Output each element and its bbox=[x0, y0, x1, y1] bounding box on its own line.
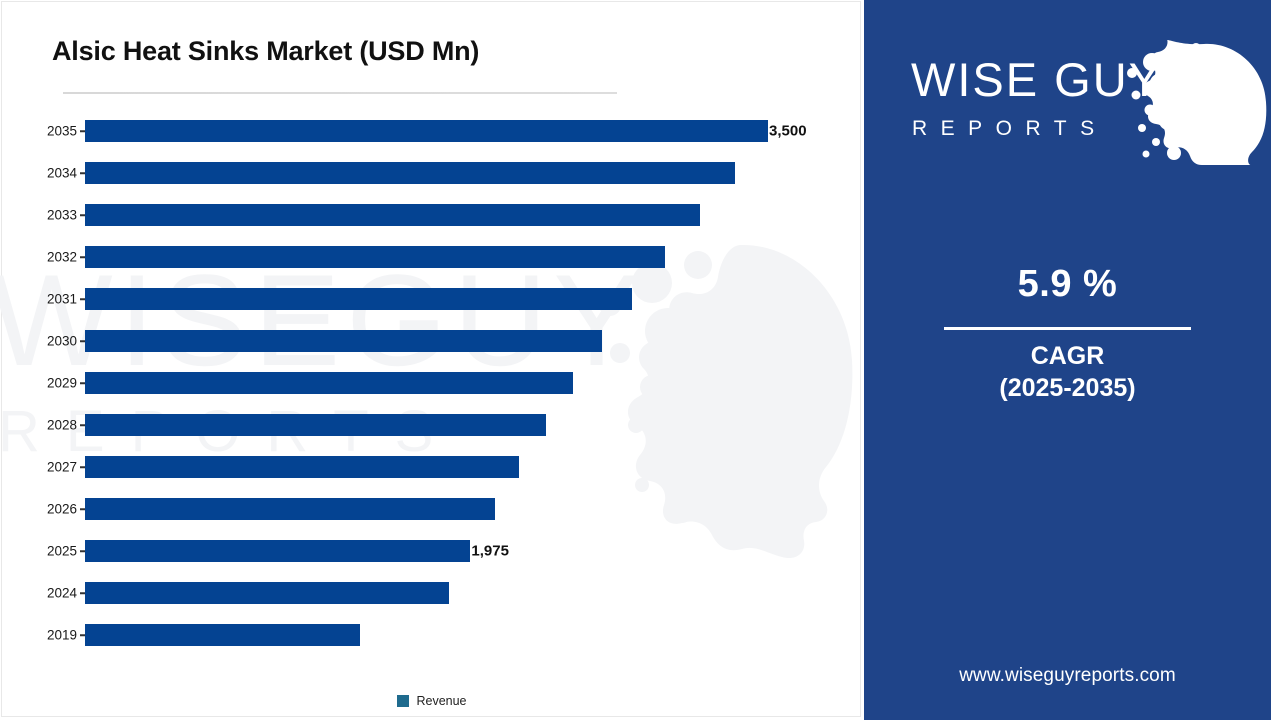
y-axis-tick-mark bbox=[80, 340, 85, 342]
y-axis-tick-mark bbox=[80, 634, 85, 636]
chart-bar[interactable] bbox=[85, 246, 665, 268]
chart-bar-value-label: 1,975 bbox=[471, 542, 509, 560]
chart-bar-row: 2031 bbox=[0, 288, 864, 310]
y-axis-tick-label: 2035 bbox=[46, 123, 77, 139]
chart-bar-row: 2029 bbox=[0, 372, 864, 394]
chart-legend: Revenue bbox=[0, 694, 864, 708]
chart-bar-value-label: 3,500 bbox=[769, 122, 807, 140]
title-divider bbox=[63, 92, 617, 94]
cagr-label-line2: (2025-2035) bbox=[999, 374, 1136, 402]
y-axis-tick-mark bbox=[80, 256, 85, 258]
chart-bar[interactable] bbox=[85, 414, 546, 436]
chart-bar-row: 2027 bbox=[0, 456, 864, 478]
y-axis-tick-label: 2026 bbox=[46, 501, 77, 517]
chart-bar[interactable] bbox=[85, 162, 735, 184]
legend-swatch-revenue bbox=[397, 695, 410, 707]
chart-bar[interactable] bbox=[85, 498, 495, 520]
y-axis-tick-label: 2032 bbox=[46, 249, 77, 265]
y-axis-tick-mark bbox=[80, 298, 85, 300]
y-axis-tick-label: 2025 bbox=[46, 543, 77, 559]
y-axis-tick-mark bbox=[80, 424, 85, 426]
brand-logo: WISE GUY REPORTS bbox=[864, 40, 1271, 165]
y-axis-tick-mark bbox=[80, 172, 85, 174]
chart-bar-row: 2026 bbox=[0, 498, 864, 520]
cagr-label-line1: CAGR bbox=[1030, 342, 1105, 370]
y-axis-tick-label: 2028 bbox=[46, 417, 77, 433]
y-axis-tick-mark bbox=[80, 550, 85, 552]
cagr-value: 5.9 % bbox=[1017, 263, 1118, 305]
y-axis-tick-label: 2033 bbox=[46, 207, 77, 223]
chart-bar[interactable] bbox=[85, 288, 633, 310]
cagr-label: CAGR (2025-2035) bbox=[864, 340, 1271, 404]
chart-bar[interactable] bbox=[85, 120, 768, 142]
legend-label-revenue: Revenue bbox=[416, 694, 467, 708]
y-axis-tick-mark bbox=[80, 214, 85, 216]
chart-bar-row: 2032 bbox=[0, 246, 864, 268]
chart-panel: WISEGUY REPORTS Alsic Heat Sink bbox=[0, 1, 864, 717]
chart-bar-row: 2033 bbox=[0, 204, 864, 226]
chart-bar-row: 2035 3,500 bbox=[0, 120, 864, 142]
chart-bar[interactable] bbox=[85, 372, 573, 394]
brand-panel: WISE GUY REPORTS 5.9 % CAG bbox=[864, 0, 1271, 720]
chart-bar-row: 2024 bbox=[0, 582, 864, 604]
chart-bar[interactable] bbox=[85, 204, 700, 226]
cagr-divider bbox=[944, 327, 1191, 330]
y-axis-tick-mark bbox=[80, 508, 85, 510]
chart-bar[interactable] bbox=[85, 540, 471, 562]
brand-head-icon bbox=[1127, 40, 1267, 165]
y-axis-tick-label: 2034 bbox=[46, 165, 77, 181]
chart-bar[interactable] bbox=[85, 456, 520, 478]
y-axis-tick-mark bbox=[80, 592, 85, 594]
chart-bar[interactable] bbox=[85, 582, 449, 604]
chart-bar-row: 2028 bbox=[0, 414, 864, 436]
chart-bar-row: 2025 1,975 bbox=[0, 540, 864, 562]
website-url: www.wiseguyreports.com bbox=[959, 665, 1176, 686]
chart-bar[interactable] bbox=[85, 624, 361, 646]
y-axis-tick-label: 2019 bbox=[46, 627, 77, 643]
y-axis-tick-label: 2027 bbox=[46, 459, 77, 475]
chart-title: Alsic Heat Sinks Market (USD Mn) bbox=[52, 36, 480, 66]
chart-bar-row: 2034 bbox=[0, 162, 864, 184]
y-axis-tick-label: 2024 bbox=[46, 585, 77, 601]
brand-logo-name: WISE GUY bbox=[911, 53, 1163, 106]
y-axis-tick-mark bbox=[80, 382, 85, 384]
y-axis-tick-label: 2030 bbox=[46, 333, 77, 349]
brand-logo-subtitle: REPORTS bbox=[912, 117, 1108, 140]
chart-bar-row: 2030 bbox=[0, 330, 864, 352]
chart-border bbox=[1, 1, 861, 717]
y-axis-tick-mark bbox=[80, 466, 85, 468]
chart-bar-row: 2019 bbox=[0, 624, 864, 646]
plot-area: 2035 3,500 2034 2033 2032 2031 2030 2029 2028 202… bbox=[0, 120, 864, 646]
chart-bar[interactable] bbox=[85, 330, 603, 352]
y-axis-tick-mark bbox=[80, 130, 85, 132]
y-axis-tick-label: 2029 bbox=[46, 375, 77, 391]
y-axis-tick-label: 2031 bbox=[46, 291, 77, 307]
